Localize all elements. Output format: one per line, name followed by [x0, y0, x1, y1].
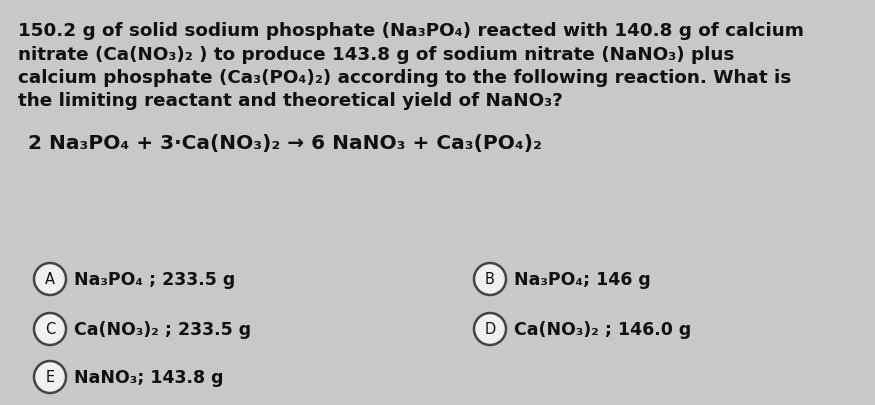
Text: Na₃PO₄ ; 233.5 g: Na₃PO₄ ; 233.5 g — [74, 270, 235, 288]
Text: C: C — [45, 322, 55, 337]
Text: B: B — [485, 272, 495, 287]
Text: Na₃PO₄; 146 g: Na₃PO₄; 146 g — [514, 270, 651, 288]
Text: NaNO₃; 143.8 g: NaNO₃; 143.8 g — [74, 368, 223, 386]
Text: 2 Na₃PO₄ + 3·Ca(NO₃)₂ → 6 NaNO₃ + Ca₃(PO₄)₂: 2 Na₃PO₄ + 3·Ca(NO₃)₂ → 6 NaNO₃ + Ca₃(PO… — [28, 134, 542, 153]
Circle shape — [34, 313, 66, 345]
Circle shape — [34, 361, 66, 393]
Circle shape — [474, 313, 506, 345]
Circle shape — [474, 263, 506, 295]
Circle shape — [34, 263, 66, 295]
Text: calcium phosphate (Ca₃(PO₄)₂) according to the following reaction. What is: calcium phosphate (Ca₃(PO₄)₂) according … — [18, 69, 791, 87]
Text: Ca(NO₃)₂ ; 146.0 g: Ca(NO₃)₂ ; 146.0 g — [514, 320, 691, 338]
Text: nitrate (Ca(NO₃)₂ ) to produce 143.8 g of sodium nitrate (NaNO₃) plus: nitrate (Ca(NO₃)₂ ) to produce 143.8 g o… — [18, 45, 734, 63]
Text: D: D — [485, 322, 495, 337]
Text: A: A — [45, 272, 55, 287]
Text: E: E — [46, 370, 54, 385]
Text: the limiting reactant and theoretical yield of NaNO₃?: the limiting reactant and theoretical yi… — [18, 92, 563, 110]
Text: 150.2 g of solid sodium phosphate (Na₃PO₄) reacted with 140.8 g of calcium: 150.2 g of solid sodium phosphate (Na₃PO… — [18, 22, 804, 40]
Text: Ca(NO₃)₂ ; 233.5 g: Ca(NO₃)₂ ; 233.5 g — [74, 320, 251, 338]
